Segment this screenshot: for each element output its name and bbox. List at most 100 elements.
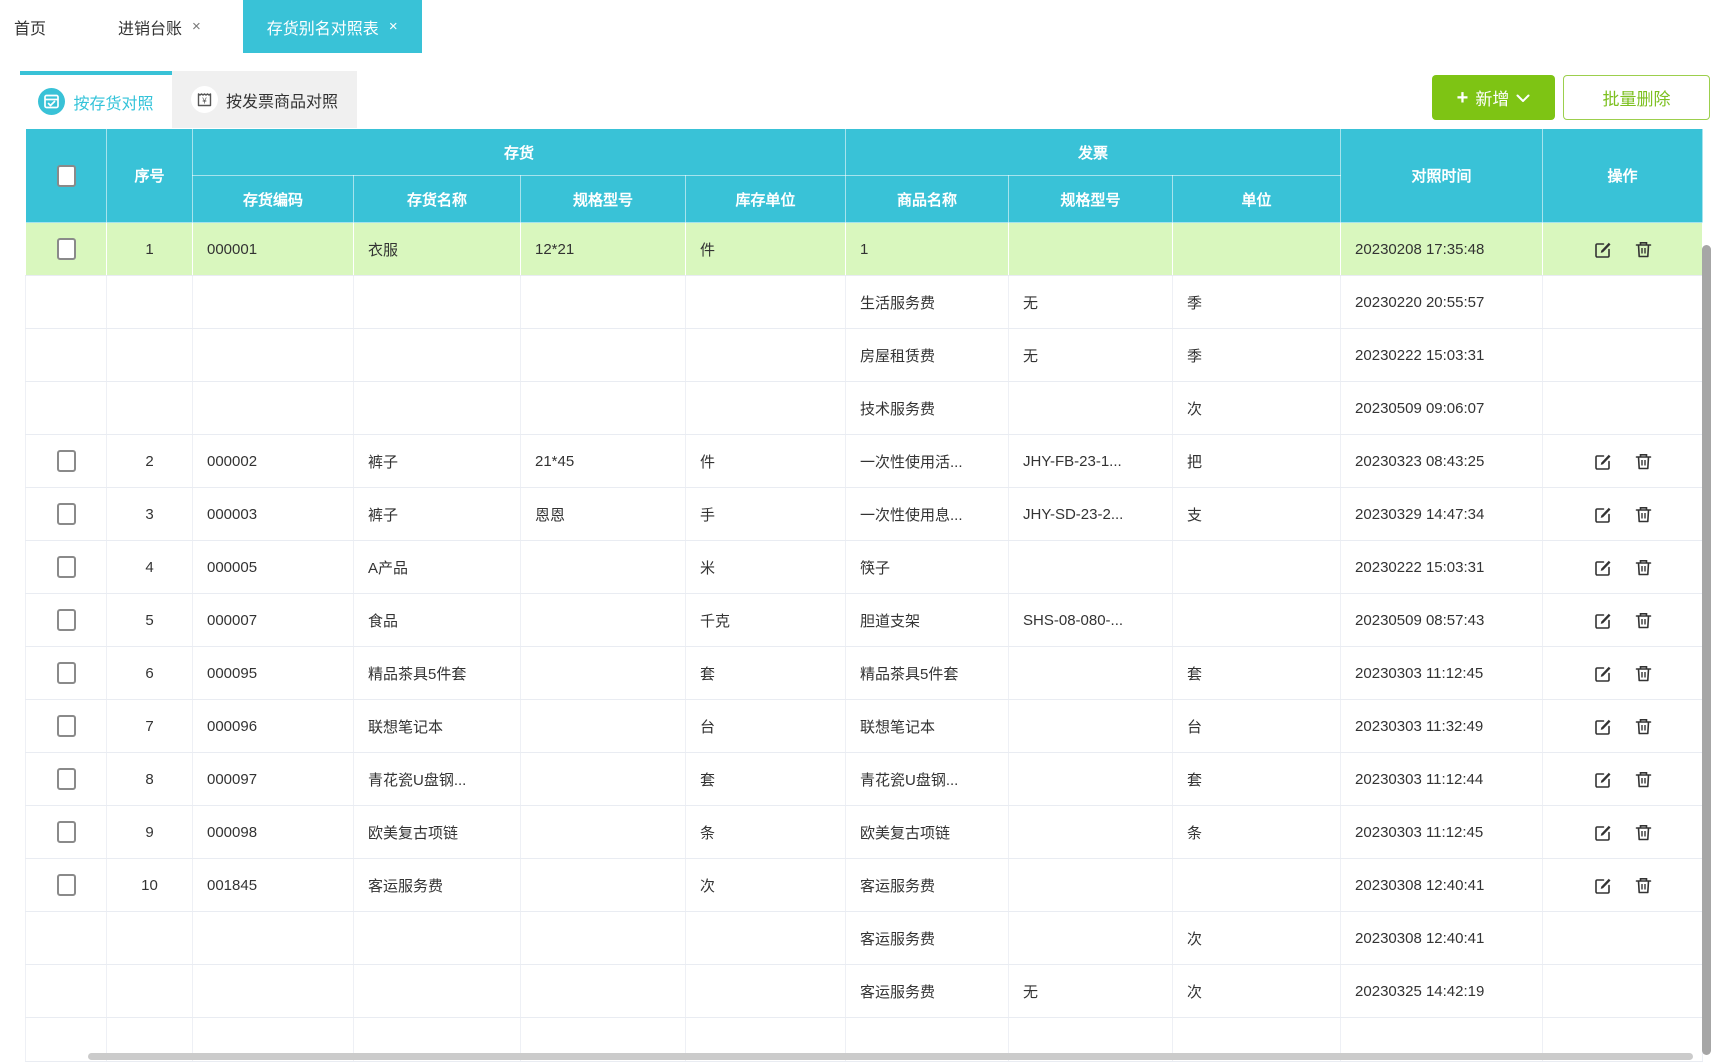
delete-button[interactable] xyxy=(1633,451,1654,472)
edit-button[interactable] xyxy=(1592,239,1613,260)
row-checkbox[interactable] xyxy=(56,662,76,684)
edit-button[interactable] xyxy=(1592,504,1613,525)
cell-inv-spec: 恩恩 xyxy=(520,487,686,541)
window-tab[interactable]: 首页 xyxy=(0,0,66,53)
row-checkbox[interactable] xyxy=(56,715,76,737)
cell-time: 20230509 09:06:07 xyxy=(1340,381,1544,435)
cell-seq: 10 xyxy=(106,858,193,912)
select-all-checkbox[interactable] xyxy=(56,164,76,187)
cell-inv-unit: 件 xyxy=(684,222,847,276)
delete-button[interactable] xyxy=(1633,875,1654,896)
table-row: 9 000098 欧美复古项链条欧美复古项链条 20230303 11:12:45 xyxy=(25,805,1704,859)
header-ops: 操作 xyxy=(1542,128,1704,223)
cell-inv-unit xyxy=(684,381,847,435)
edit-icon xyxy=(1592,507,1613,528)
view-tab-label: 按发票商品对照 xyxy=(225,93,338,111)
delete-button[interactable] xyxy=(1633,822,1654,843)
window-tab[interactable]: 进销台账 × xyxy=(94,0,225,53)
cell-prod-name: 客运服务费 xyxy=(845,911,1010,965)
delete-button[interactable] xyxy=(1633,610,1654,631)
view-tab-by-invoice-product[interactable]: ¥ 按发票商品对照 xyxy=(172,71,357,128)
cell-seq: 7 xyxy=(106,699,193,753)
edit-button[interactable] xyxy=(1592,451,1613,472)
edit-button[interactable] xyxy=(1592,822,1613,843)
edit-button[interactable] xyxy=(1592,769,1613,790)
cell-prod-unit: 次 xyxy=(1172,381,1342,435)
view-tab-by-inventory[interactable]: 按存货对照 xyxy=(20,71,172,128)
cell-ops xyxy=(1542,752,1704,806)
svg-text:¥: ¥ xyxy=(201,97,207,106)
window-tab-label: 存货别名对照表 xyxy=(266,20,379,38)
row-checkbox[interactable] xyxy=(56,556,76,578)
cell-inv-name xyxy=(353,964,521,1018)
cell-seq: 9 xyxy=(106,805,193,859)
delete-button[interactable] xyxy=(1633,716,1654,737)
cell-inv-name: 食品 xyxy=(353,593,521,647)
select-all-header xyxy=(25,128,107,223)
cell-checkbox xyxy=(25,328,107,382)
row-checkbox[interactable] xyxy=(56,874,76,896)
delete-button[interactable] xyxy=(1633,769,1654,790)
header-prod-name: 商品名称 xyxy=(845,175,1010,223)
cell-seq xyxy=(106,275,193,329)
trash-icon xyxy=(1633,877,1654,899)
edit-icon xyxy=(1592,772,1613,793)
edit-button[interactable] xyxy=(1592,875,1613,896)
close-icon[interactable]: × xyxy=(192,18,201,35)
header-inv-spec: 规格型号 xyxy=(520,175,686,223)
row-checkbox[interactable] xyxy=(56,821,76,843)
edit-button[interactable] xyxy=(1592,557,1613,578)
delete-button[interactable] xyxy=(1633,663,1654,684)
cell-prod-name: 技术服务费 xyxy=(845,381,1010,435)
cell-prod-spec xyxy=(1008,646,1174,700)
toolbar: 按存货对照 ¥ 按发票商品对照 + 新增 批量删除 xyxy=(0,53,1713,160)
batch-delete-button[interactable]: 批量删除 xyxy=(1563,75,1710,120)
cell-inv-code: 000007 xyxy=(192,593,354,647)
row-checkbox[interactable] xyxy=(56,768,76,790)
cell-ops xyxy=(1542,275,1704,329)
cell-inv-spec xyxy=(520,646,686,700)
trash-icon xyxy=(1633,771,1654,793)
trash-icon xyxy=(1633,559,1654,581)
window-tab[interactable]: 存货别名对照表 × xyxy=(242,0,422,53)
cell-seq: 3 xyxy=(106,487,193,541)
header-inv-code: 存货编码 xyxy=(192,175,354,223)
delete-button[interactable] xyxy=(1633,557,1654,578)
edit-icon xyxy=(1592,719,1613,740)
cell-prod-unit xyxy=(1172,858,1342,912)
edit-button[interactable] xyxy=(1592,610,1613,631)
cell-seq: 4 xyxy=(106,540,193,594)
header-time: 对照时间 xyxy=(1340,128,1544,223)
cell-inv-code: 000001 xyxy=(192,222,354,276)
cell-inv-code: 000098 xyxy=(192,805,354,859)
cell-inv-code: 000005 xyxy=(192,540,354,594)
cell-inv-unit: 米 xyxy=(684,540,847,594)
delete-button[interactable] xyxy=(1633,504,1654,525)
cell-prod-unit: 套 xyxy=(1172,752,1342,806)
cell-time: 20230308 12:40:41 xyxy=(1340,858,1544,912)
view-tab-label: 按存货对照 xyxy=(73,95,154,113)
header-group-inventory: 存货 xyxy=(191,128,847,176)
cell-prod-unit xyxy=(1172,540,1342,594)
cell-ops xyxy=(1542,858,1704,912)
horizontal-scrollbar[interactable] xyxy=(88,1053,1693,1060)
cell-inv-unit xyxy=(684,328,847,382)
cell-time: 20230509 08:57:43 xyxy=(1340,593,1544,647)
edit-button[interactable] xyxy=(1592,716,1613,737)
delete-button[interactable] xyxy=(1633,239,1654,260)
row-checkbox[interactable] xyxy=(56,503,76,525)
edit-button[interactable] xyxy=(1592,663,1613,684)
cell-ops xyxy=(1542,487,1704,541)
cell-checkbox xyxy=(25,487,107,541)
row-checkbox[interactable] xyxy=(56,609,76,631)
cell-prod-unit: 季 xyxy=(1172,328,1342,382)
table-row: 8 000097 青花瓷U盘钢... 套青花瓷U盘钢... 套 20230303 11:1… xyxy=(25,752,1704,806)
row-checkbox[interactable] xyxy=(56,450,76,472)
add-button[interactable]: + 新增 xyxy=(1432,75,1555,120)
row-checkbox[interactable] xyxy=(56,238,76,260)
close-icon[interactable]: × xyxy=(388,18,398,35)
cell-inv-name xyxy=(353,328,521,382)
table-row: 生活服务费无季 20230220 20:55:57 xyxy=(25,275,1704,329)
vertical-scrollbar[interactable] xyxy=(1702,245,1711,1055)
cell-inv-spec xyxy=(520,275,686,329)
